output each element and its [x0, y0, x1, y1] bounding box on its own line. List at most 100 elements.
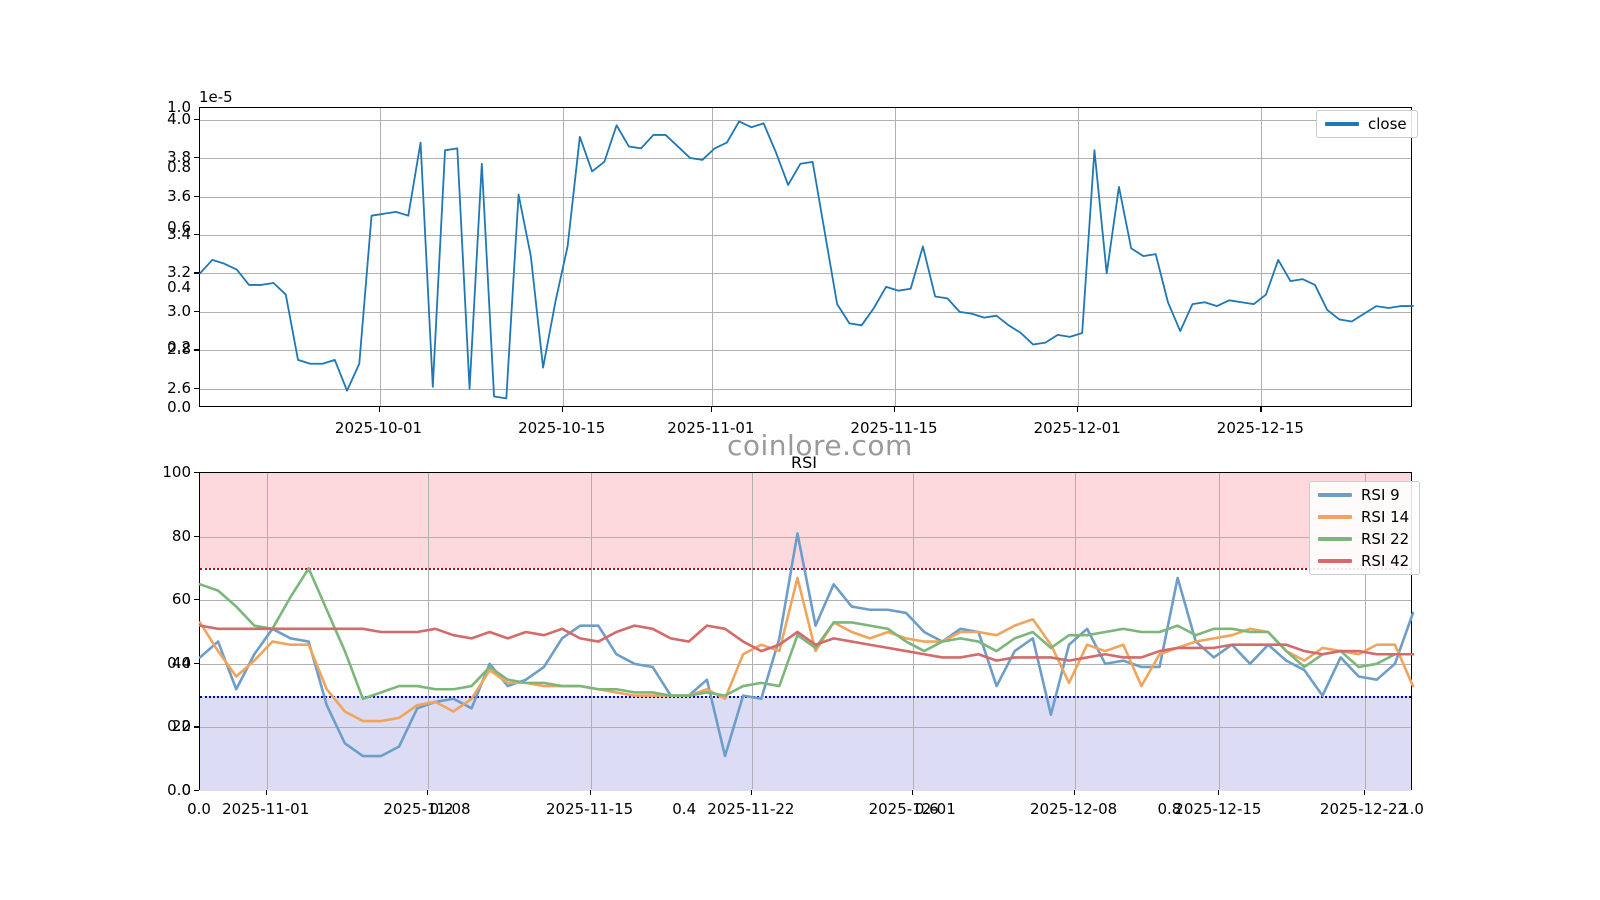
oversold-threshold-line — [200, 695, 1411, 698]
price-gridline-vertical — [379, 108, 381, 406]
rsi-legend-item: RSI 22 — [1318, 531, 1409, 547]
price-close-polyline — [199, 120, 1414, 400]
rsi-gridline-vertical — [913, 473, 915, 789]
watermark: coinlore.com — [727, 429, 913, 462]
price-gridline-horizontal — [200, 119, 1411, 121]
rsi-y-tickmark — [194, 662, 199, 665]
price-y-tick-label: 3.0 — [167, 301, 191, 320]
rsi-overlay-y-tick-label: 0.2 — [167, 717, 191, 736]
rsi-legend-item: RSI 42 — [1318, 553, 1409, 569]
rsi-x-tickmark — [427, 790, 429, 795]
price-x-tick-label: 2025-11-01 — [667, 419, 755, 437]
rsi-overlay-x-tick-label: 0.0 — [187, 800, 211, 818]
rsi-legend-item: RSI 14 — [1318, 509, 1409, 525]
rsi-x-tick-label: 2025-11-08 — [383, 800, 471, 818]
price-y-tickmark — [194, 195, 199, 197]
price-x-tickmark — [1077, 407, 1079, 412]
rsi-legend-item: RSI 9 — [1318, 487, 1409, 503]
rsi-panel-title: RSI — [791, 453, 817, 472]
price-gridline-horizontal — [200, 350, 1411, 352]
rsi-x-tickmark — [1217, 790, 1220, 795]
price-y-tick-label: 2.8 — [167, 340, 191, 359]
rsi-legend-label: RSI 9 — [1361, 486, 1400, 504]
price-axis-offset-text: 1e-5 — [199, 88, 233, 106]
rsi-gridline-vertical — [1074, 473, 1076, 789]
price-gridline-horizontal — [200, 158, 1411, 159]
rsi-overlay-x-tick-label: 1.0 — [1400, 800, 1424, 818]
rsi-overlay-x-tick-label: 0.8 — [1157, 800, 1182, 818]
rsi-x-tick-label: 2025-11-22 — [707, 800, 795, 818]
price-y-tick-label: 3.8 — [167, 148, 191, 166]
rsi-legend-swatch — [1318, 559, 1352, 563]
rsi-gridline-horizontal — [200, 663, 1411, 665]
rsi-legend-swatch — [1318, 515, 1352, 519]
rsi-legend-label: RSI 14 — [1361, 508, 1410, 526]
price-gridline-horizontal — [200, 196, 1411, 198]
price-x-tick-label: 2025-11-15 — [850, 419, 938, 437]
rsi-polyline-rsi-14 — [198, 576, 1415, 723]
price-legend-item: close — [1325, 116, 1407, 132]
price-gridline-horizontal — [200, 388, 1411, 390]
price-x-tick-label: 2025-12-15 — [1216, 419, 1304, 437]
rsi-gridline-horizontal — [200, 536, 1411, 538]
price-x-tickmark — [894, 407, 896, 412]
rsi-overlay-y-tick-label: 0.0 — [167, 781, 191, 799]
rsi-y-tickmark — [194, 790, 199, 792]
price-y-tick-label: 3.4 — [167, 224, 191, 243]
price-x-tick-label: 2025-10-15 — [518, 419, 606, 437]
price-y-tickmark — [194, 349, 199, 351]
price-legend-swatch — [1325, 122, 1359, 126]
rsi-polyline-rsi-9 — [198, 532, 1415, 758]
rsi-gridline-vertical — [751, 473, 753, 789]
rsi-x-tick-label: 2025-11-15 — [546, 800, 634, 818]
price-gridline-horizontal — [200, 311, 1411, 313]
price-y-tickmark — [194, 233, 199, 236]
rsi-x-tickmark — [265, 790, 267, 795]
rsi-polyline-rsi-22 — [198, 567, 1415, 701]
rsi-x-tick-label: 2025-12-22 — [1319, 800, 1408, 818]
price-y-tick-label: 3.6 — [167, 186, 191, 205]
price-x-tickmark — [710, 407, 713, 412]
price-x-tickmark — [1260, 407, 1262, 412]
rsi-overlay-y-tick-label: 0.4 — [167, 653, 191, 672]
rsi-gridline-vertical — [1218, 473, 1220, 789]
rsi-x-tickmark — [750, 790, 753, 795]
price-y-tick-label: 4.0 — [167, 109, 191, 128]
price-legend: close — [1316, 110, 1418, 138]
rsi-x-tick-label: 2025-12-01 — [868, 800, 956, 818]
rsi-gridline-horizontal — [200, 727, 1411, 729]
rsi-y-tick-label: 0 — [181, 781, 191, 799]
rsi-overlay-x-tick-label: 0.2 — [429, 800, 454, 818]
price-y-tickmark — [194, 118, 199, 120]
rsi-y-tick-label: 100 — [162, 463, 191, 481]
price-gridline-vertical — [895, 108, 896, 406]
rsi-x-tickmark — [589, 790, 591, 795]
price-overlay-y-tick-label: 1.0 — [167, 98, 191, 116]
price-overlay-y-tick-label: 0.0 — [167, 398, 191, 416]
rsi-overlay-x-tick-label: 0.4 — [672, 800, 697, 818]
price-y-tickmark — [194, 272, 199, 274]
price-overlay-y-tick-label: 0.4 — [167, 278, 191, 296]
price-chart-panel — [199, 107, 1414, 407]
rsi-y-tickmark — [194, 599, 199, 601]
rsi-chart-panel — [198, 472, 1415, 791]
price-y-tick-label: 2.6 — [167, 378, 191, 397]
rsi-gridline-vertical — [1364, 473, 1366, 789]
rsi-gridline-vertical — [266, 473, 268, 789]
price-gridline-vertical — [562, 108, 564, 406]
price-close-line — [199, 120, 1414, 400]
rsi-x-tickmark — [912, 790, 914, 795]
rsi-y-tickmark — [194, 472, 199, 474]
rsi-x-tick-label: 2025-11-01 — [222, 800, 310, 818]
rsi-y-tick-label: 20 — [171, 717, 191, 736]
price-gridline-vertical — [1261, 108, 1263, 406]
price-gridline-vertical — [1078, 108, 1080, 406]
rsi-x-tick-label: 2025-12-08 — [1030, 800, 1118, 818]
rsi-series-lines — [198, 532, 1415, 758]
price-gridline-horizontal — [200, 273, 1411, 275]
price-x-tick-label: 2025-10-01 — [334, 419, 423, 437]
rsi-legend: RSI 9 RSI 14 RSI 22 RSI 42 — [1309, 481, 1421, 575]
price-y-tick-label: 3.2 — [167, 263, 191, 282]
rsi-gridline-vertical — [590, 473, 592, 789]
